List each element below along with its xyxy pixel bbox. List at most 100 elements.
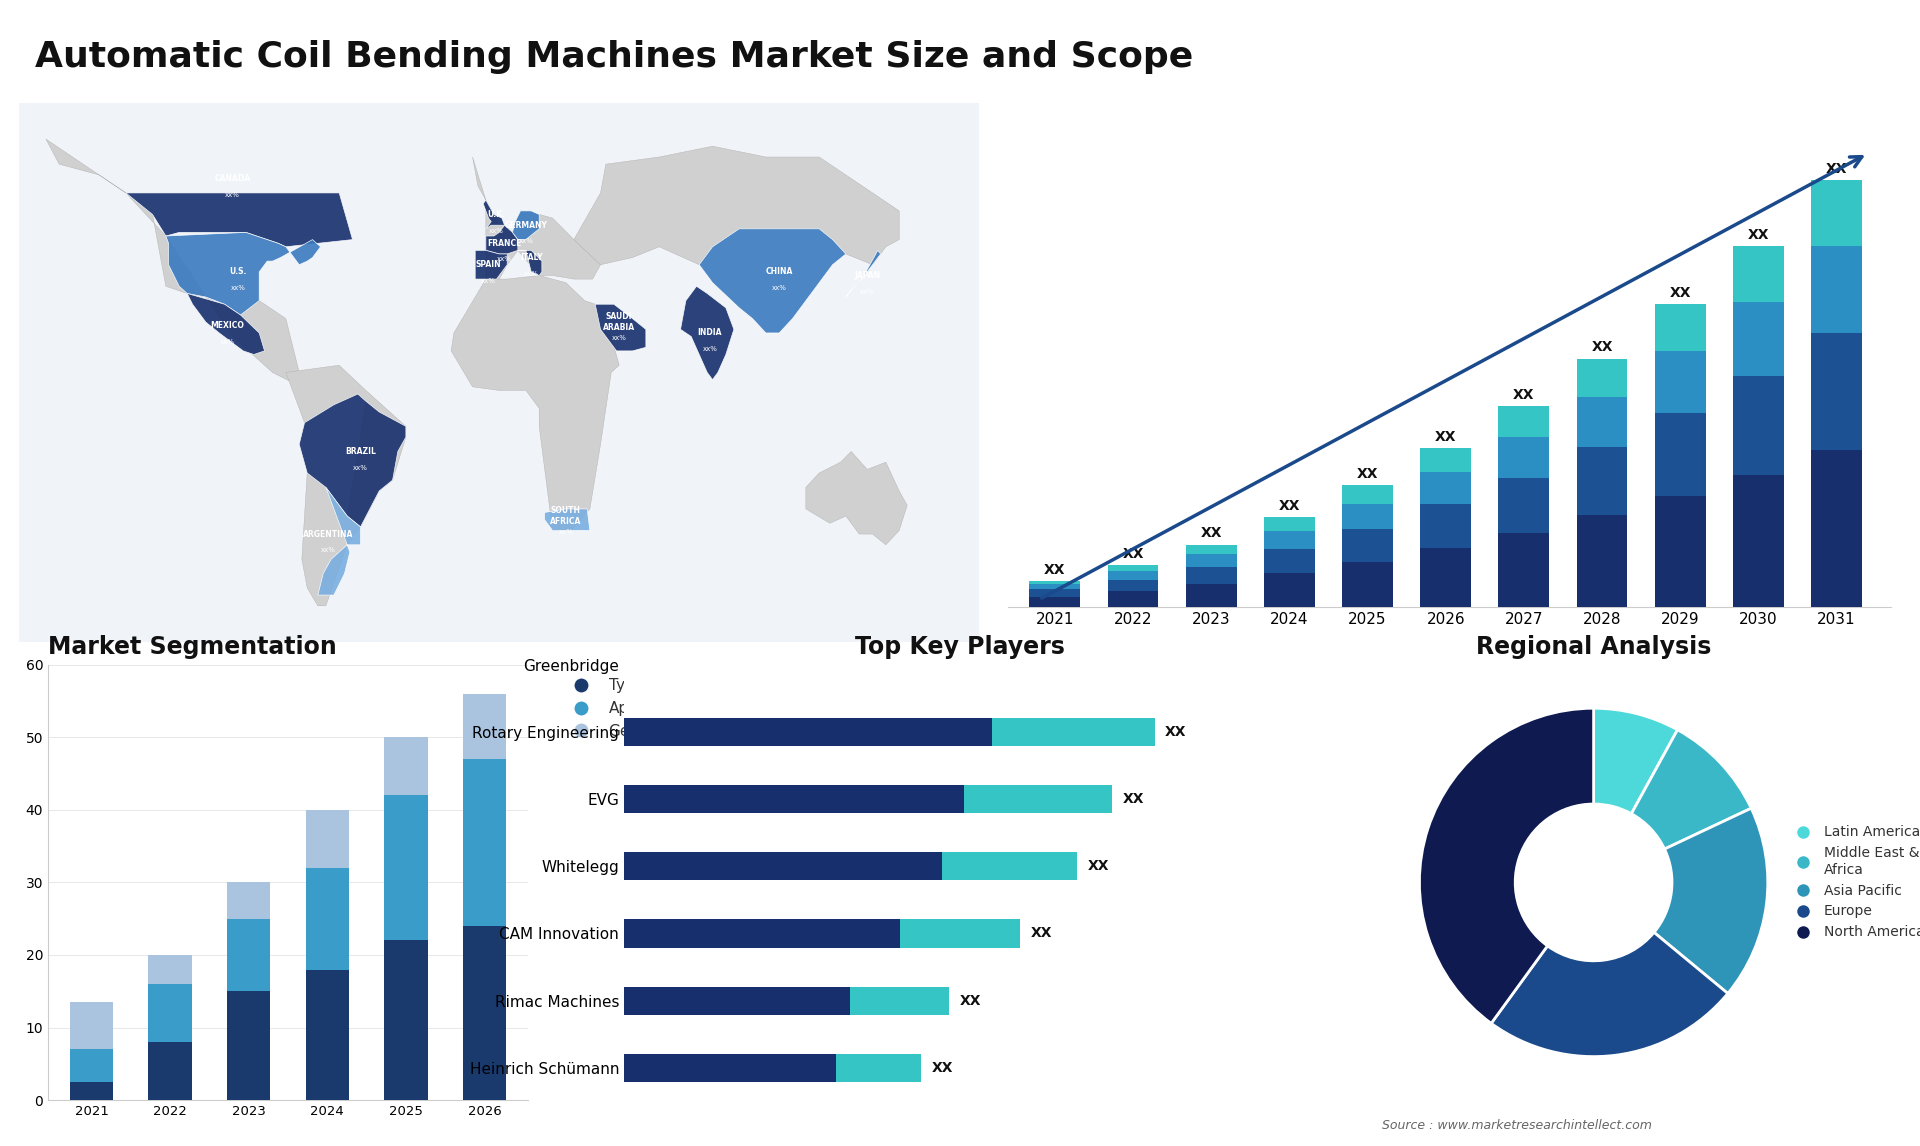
Bar — [624, 853, 943, 880]
Bar — [1421, 448, 1471, 472]
Bar — [1734, 246, 1784, 303]
Text: MARKET
RESEARCH
INTELLECT: MARKET RESEARCH INTELLECT — [1740, 47, 1797, 85]
Bar — [624, 1053, 837, 1082]
Polygon shape — [1636, 45, 1720, 107]
Text: SOUTH
AFRICA: SOUTH AFRICA — [551, 507, 582, 526]
Text: XX: XX — [1513, 388, 1534, 402]
Text: xx%: xx% — [219, 339, 234, 345]
Text: xx%: xx% — [490, 228, 503, 234]
Bar — [1811, 246, 1862, 333]
Polygon shape — [127, 193, 353, 246]
Text: xx%: xx% — [497, 257, 513, 262]
Bar — [69, 1002, 113, 1050]
Bar — [964, 785, 1112, 814]
Bar — [1342, 504, 1392, 528]
Bar — [1108, 571, 1158, 580]
Polygon shape — [165, 233, 321, 315]
Title: Regional Analysis: Regional Analysis — [1476, 635, 1711, 659]
Polygon shape — [319, 487, 361, 595]
Bar — [1734, 474, 1784, 607]
Wedge shape — [1632, 730, 1751, 849]
Bar — [384, 941, 428, 1100]
Polygon shape — [476, 250, 507, 280]
Polygon shape — [518, 250, 541, 275]
Text: xx%: xx% — [559, 529, 574, 535]
Polygon shape — [595, 304, 645, 351]
Bar — [1108, 565, 1158, 571]
Polygon shape — [847, 250, 881, 297]
Text: XX: XX — [1031, 926, 1052, 941]
Bar — [1576, 515, 1628, 607]
Bar — [227, 919, 271, 991]
Bar — [1498, 407, 1549, 438]
Text: GERMANY: GERMANY — [505, 221, 547, 229]
Bar — [624, 919, 900, 948]
Bar — [1421, 548, 1471, 607]
Polygon shape — [46, 139, 300, 383]
Bar — [1108, 580, 1158, 591]
Bar — [1342, 485, 1392, 504]
Bar — [1576, 397, 1628, 447]
Bar — [148, 984, 192, 1042]
Text: XX: XX — [1087, 860, 1110, 873]
Text: XX: XX — [1357, 466, 1379, 481]
Polygon shape — [513, 211, 540, 240]
Bar — [624, 785, 964, 814]
Bar — [69, 1082, 113, 1100]
Text: xx%: xx% — [230, 285, 246, 291]
Bar — [1498, 478, 1549, 533]
Bar — [1734, 376, 1784, 474]
Bar — [305, 810, 349, 868]
Text: xx%: xx% — [860, 289, 876, 295]
Bar — [624, 987, 851, 1014]
Polygon shape — [186, 293, 265, 354]
Polygon shape — [545, 509, 589, 531]
Text: xx%: xx% — [772, 285, 787, 291]
Bar — [1576, 359, 1628, 397]
Bar — [1263, 573, 1315, 607]
Bar — [148, 955, 192, 984]
Bar — [1187, 584, 1236, 607]
Text: U.S.: U.S. — [228, 267, 246, 276]
Bar — [1029, 589, 1081, 597]
Text: XX: XX — [931, 1061, 952, 1075]
Text: ITALY: ITALY — [520, 253, 543, 262]
Wedge shape — [1653, 808, 1768, 994]
Bar — [148, 1042, 192, 1100]
Bar — [900, 919, 1020, 948]
Text: XX: XX — [1434, 430, 1457, 444]
Bar — [1263, 517, 1315, 531]
Bar — [943, 853, 1077, 880]
Bar — [1498, 533, 1549, 607]
Bar — [463, 693, 507, 759]
Bar — [1421, 472, 1471, 504]
Bar — [1498, 438, 1549, 478]
Bar — [1655, 413, 1705, 496]
Legend: Type, Application, Geography: Type, Application, Geography — [559, 673, 701, 745]
Polygon shape — [486, 226, 518, 254]
Polygon shape — [699, 229, 847, 333]
Text: XX: XX — [1279, 499, 1300, 512]
Bar — [1655, 351, 1705, 413]
Text: SPAIN: SPAIN — [476, 260, 501, 269]
Bar — [1811, 333, 1862, 450]
Bar — [837, 1053, 922, 1082]
Text: XX: XX — [1123, 792, 1144, 806]
Bar — [1811, 450, 1862, 607]
Bar — [1029, 584, 1081, 589]
Bar — [1811, 180, 1862, 246]
Text: Source : www.marketresearchintellect.com: Source : www.marketresearchintellect.com — [1382, 1120, 1653, 1132]
Text: FRANCE: FRANCE — [488, 238, 522, 248]
Text: INDIA: INDIA — [697, 329, 722, 337]
Title: Top Key Players: Top Key Players — [854, 635, 1066, 659]
Text: BRAZIL: BRAZIL — [346, 447, 376, 456]
Text: XX: XX — [1668, 286, 1692, 300]
Polygon shape — [680, 286, 733, 379]
Text: CHINA: CHINA — [766, 267, 793, 276]
Bar — [1187, 555, 1236, 567]
Text: JAPAN: JAPAN — [854, 270, 879, 280]
Bar — [227, 882, 271, 919]
Bar — [463, 926, 507, 1100]
Wedge shape — [1419, 708, 1594, 1023]
Text: XX: XX — [1747, 228, 1768, 242]
